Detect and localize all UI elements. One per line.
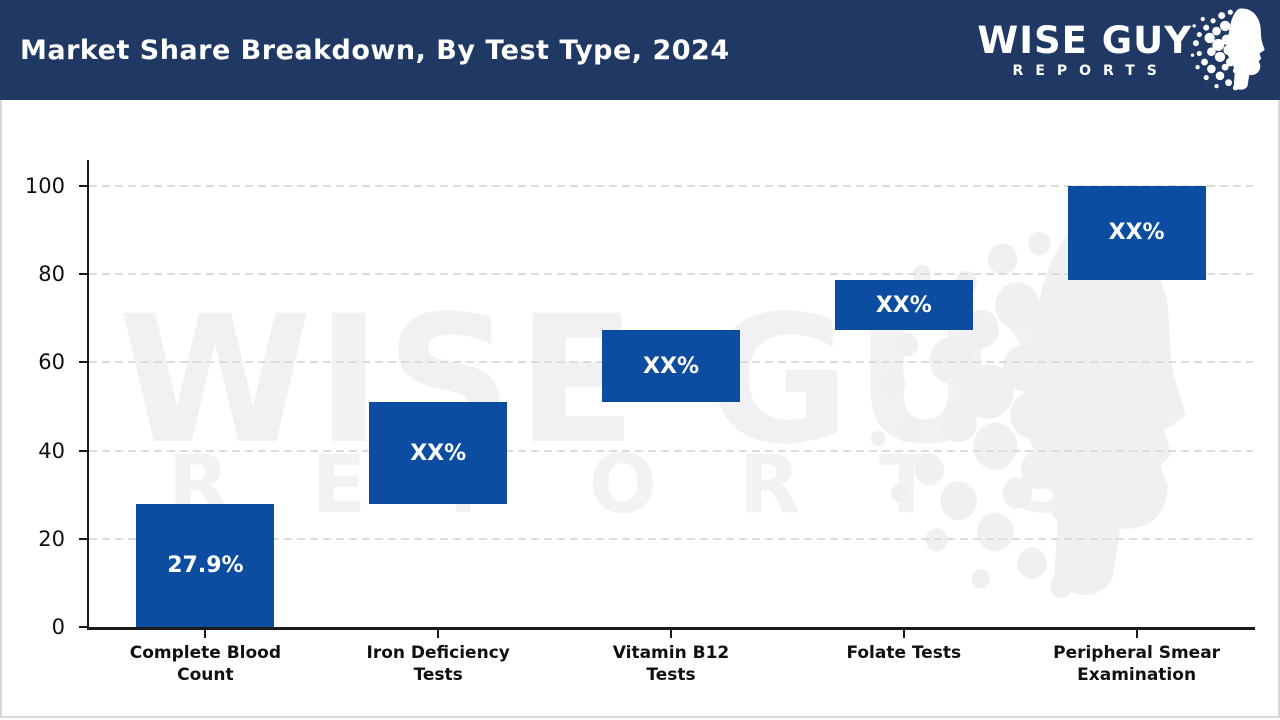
plot-area: 27.9% XX% XX% XX% XX% [89, 185, 1253, 638]
header: Market Share Breakdown, By Test Type, 20… [0, 0, 1280, 100]
y-axis-labels: 0 20 40 60 80 100 [0, 174, 87, 639]
gridline [89, 537, 1253, 540]
x-category-label: Iron Deficiency Tests [366, 643, 510, 686]
y-tick-mark [79, 361, 87, 364]
y-tick-mark [79, 273, 87, 276]
y-tick-label: 100 [24, 174, 65, 198]
x-tick-mark [437, 630, 440, 638]
x-tick-mark [1135, 630, 1138, 638]
y-tick-label: 40 [38, 438, 65, 463]
logo-head-icon [1190, 8, 1265, 91]
x-category-label: Folate Tests [846, 643, 962, 663]
gridline [89, 273, 1253, 276]
y-tick-mark [79, 449, 87, 452]
bar-segment: XX% [602, 330, 740, 403]
logo: WISE GUY REPORTS [977, 7, 1266, 93]
x-tick-mark [204, 630, 207, 638]
bar-segment: XX% [369, 402, 508, 504]
bar-value-label: XX% [643, 353, 699, 379]
x-category-label: Peripheral Smear Examination [1053, 643, 1221, 686]
bar-value-label: XX% [875, 292, 932, 318]
logo-wordmark: WISE GUY [977, 19, 1192, 62]
x-tick-mark [670, 630, 672, 638]
y-tick-label: 0 [51, 615, 65, 639]
y-tick-label: 60 [38, 350, 65, 375]
y-tick-mark [79, 185, 87, 187]
bar-value-label: 27.9% [167, 552, 244, 578]
x-category-label: Complete Blood Count [129, 643, 282, 686]
y-tick-label: 20 [38, 526, 65, 551]
x-tick-mark [902, 630, 905, 638]
x-category-label: Vitamin B12 Tests [612, 643, 730, 686]
y-tick-mark [79, 626, 87, 628]
gridline [89, 449, 1253, 452]
bar-value-label: XX% [1108, 220, 1165, 246]
gridline [89, 185, 1253, 187]
bar-value-label: XX% [410, 440, 467, 466]
bar-segment: 27.9% [136, 503, 275, 627]
bar-segment: XX% [834, 279, 973, 331]
y-tick-label: 80 [38, 262, 65, 287]
x-axis-line [87, 627, 1255, 630]
y-tick-mark [79, 537, 87, 540]
logo-text: WISE GUY REPORTS [977, 22, 1192, 78]
x-axis-labels: Complete Blood Count Iron Deficiency Test… [89, 642, 1253, 702]
watermark-subtext: REPORTS [168, 438, 1156, 531]
logo-subtext: REPORTS [1012, 63, 1169, 79]
bar-segment: XX% [1067, 186, 1206, 280]
y-axis-line [87, 160, 89, 630]
page-title: Market Share Breakdown, By Test Type, 20… [20, 34, 730, 66]
